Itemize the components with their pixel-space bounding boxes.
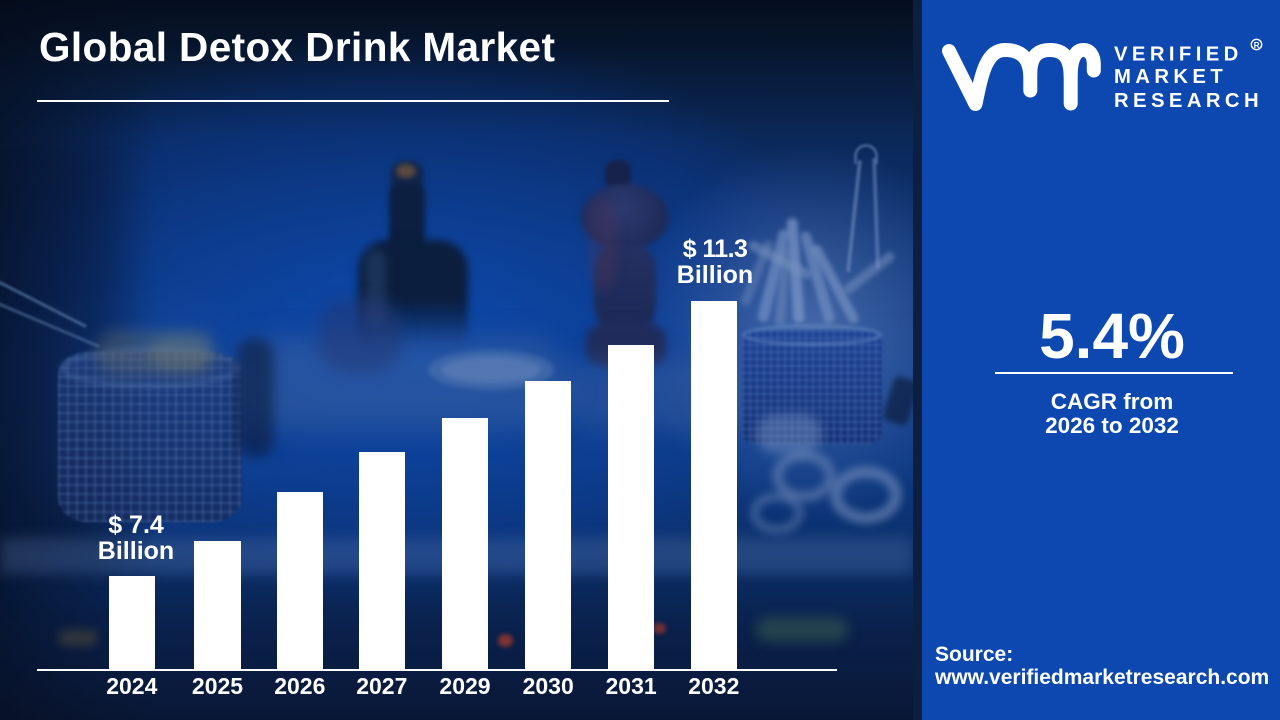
svg-text:VERIFIED: VERIFIED [1114,44,1243,66]
svg-text:MARKET: MARKET [1114,66,1227,88]
svg-text:RESEARCH: RESEARCH [1114,90,1263,112]
svg-text:R: R [1254,41,1260,50]
